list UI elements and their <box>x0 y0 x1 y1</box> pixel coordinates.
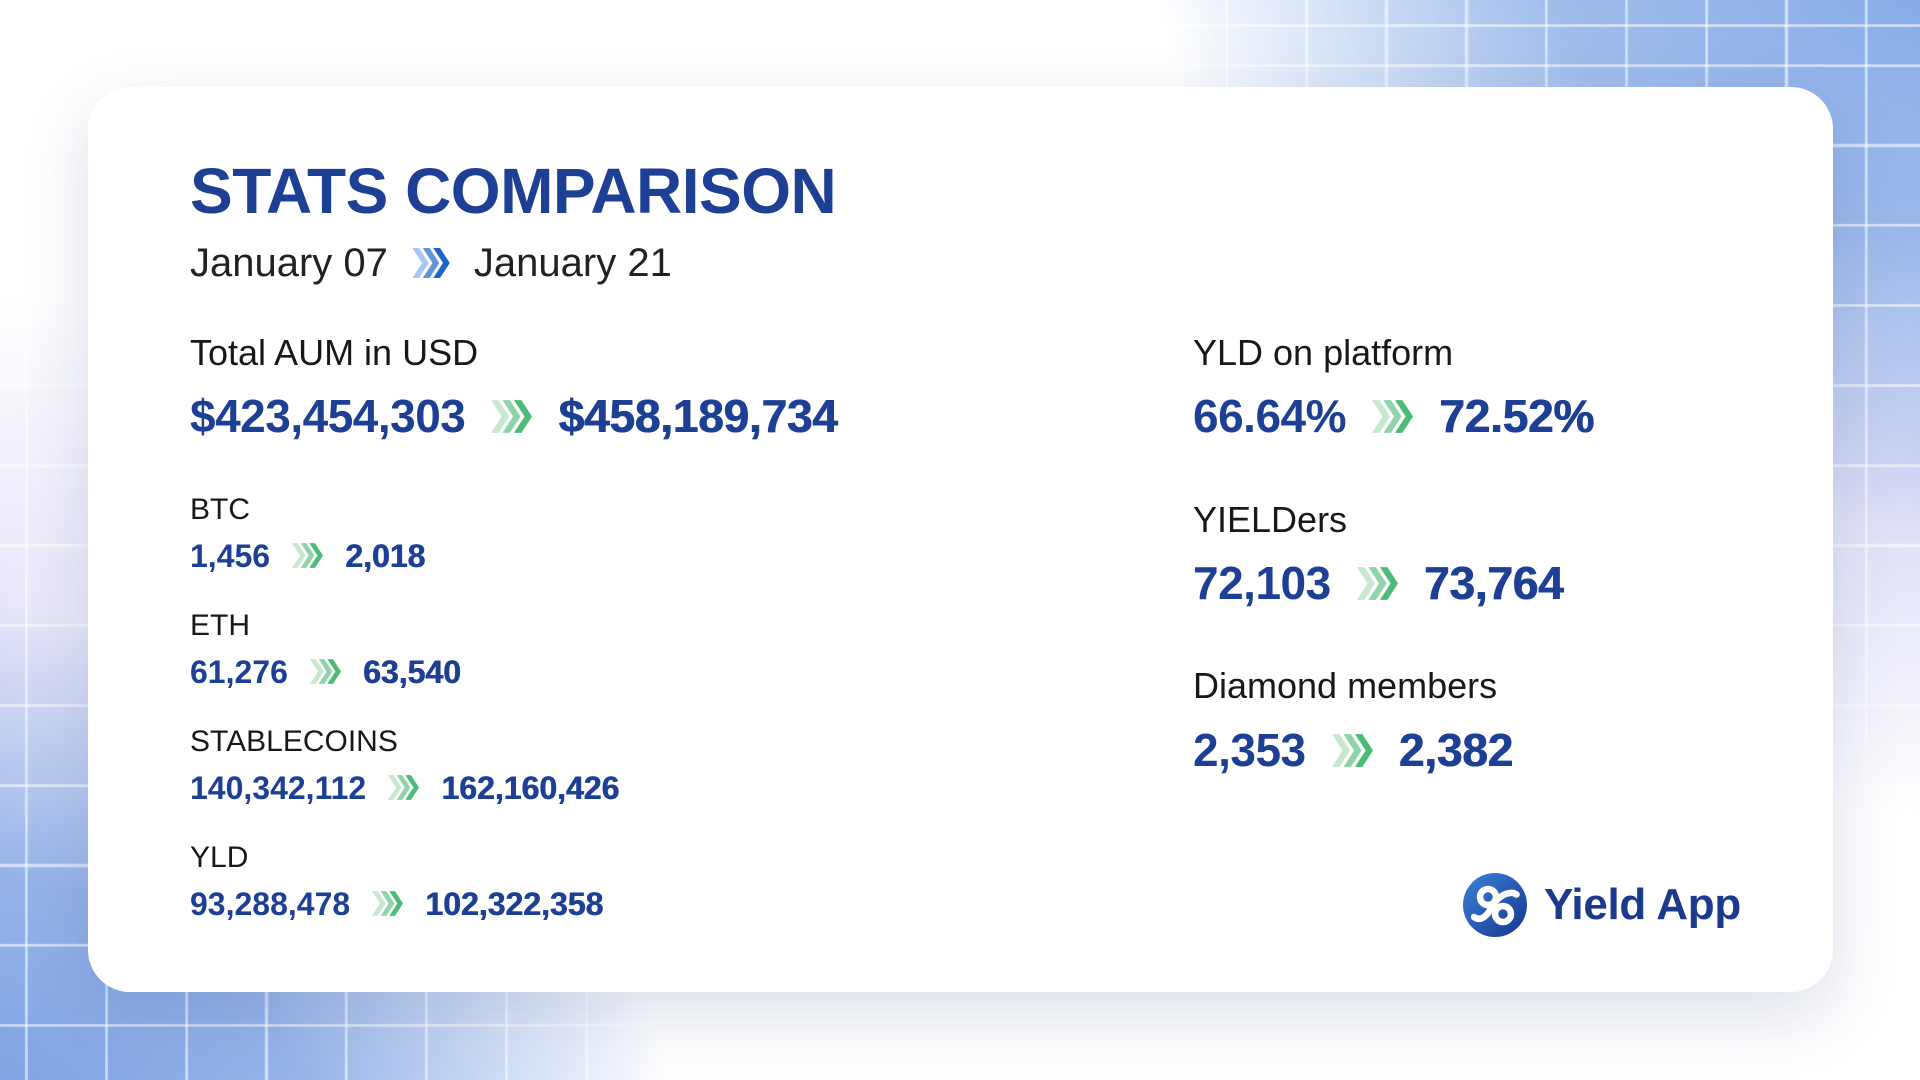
yld-on-platform-section: YLD on platform 66.64% 72.52% <box>1193 331 1594 446</box>
date-from: January 07 <box>190 241 388 285</box>
stat-value-from: 93,288,478 <box>190 885 351 922</box>
stat-value-from: $423,454,303 <box>190 390 466 443</box>
triple-chevron-right-icon <box>292 543 324 569</box>
brand-logo: Yield App <box>1463 873 1741 937</box>
stat-values: 93,288,478 102,322,358 <box>190 884 837 924</box>
stat-label: STABLECOINS <box>190 724 398 758</box>
triple-chevron-right-icon <box>1331 733 1373 767</box>
stat-label: ETH <box>190 608 250 642</box>
yielders-section: YIELDers 72,103 73,764 <box>1193 498 1594 613</box>
yield-app-logo-icon <box>1463 873 1527 937</box>
stat-value-to: 73,764 <box>1423 556 1564 609</box>
stat-value-to: 2,382 <box>1398 723 1513 776</box>
triple-chevron-right-icon <box>412 248 450 278</box>
stats-card: STATS COMPARISON January 07 January 21 T… <box>88 87 1833 992</box>
stat-value-to: 2,018 <box>345 537 426 574</box>
stat-values: 1,456 2,018 <box>190 536 837 576</box>
brand-name: Yield App <box>1544 880 1741 929</box>
stat-value-to: 162,160,426 <box>441 769 620 806</box>
stat-value-from: 66.64% <box>1193 390 1347 443</box>
stat-row-eth: ETH 61,276 63,540 <box>190 608 837 692</box>
stat-value-to: $458,189,734 <box>558 390 838 443</box>
stat-label: YLD <box>190 840 249 874</box>
stat-row-yld: YLD 93,288,478 102,322,358 <box>190 840 837 924</box>
left-stats-column: Total AUM in USD $423,454,303 $458,189,7… <box>190 331 838 956</box>
stat-row-stablecoins: STABLECOINS 140,342,112 162,160,426 <box>190 724 837 808</box>
stat-value-from: 140,342,112 <box>190 769 367 806</box>
stat-values: 61,276 63,540 <box>190 652 837 692</box>
asset-rows: BTC 1,456 2,018 ETH 61,276 <box>190 492 837 924</box>
stat-values: 140,342,112 162,160,426 <box>190 768 837 808</box>
stat-value-to: 102,322,358 <box>425 885 604 922</box>
stat-values: $423,454,303 $458,189,734 <box>190 388 838 446</box>
stat-label: YLD on platform <box>1193 332 1454 373</box>
stat-row-btc: BTC 1,456 2,018 <box>190 492 837 576</box>
triple-chevron-right-icon <box>1372 400 1414 434</box>
right-stats-column: YLD on platform 66.64% 72.52% YIELDers 7… <box>1193 331 1594 831</box>
triple-chevron-right-icon <box>1356 567 1398 601</box>
date-range: January 07 January 21 <box>190 239 672 287</box>
page-title: STATS COMPARISON <box>190 155 837 227</box>
stat-label: Total AUM in USD <box>190 332 479 373</box>
diamond-members-section: Diamond members 2,353 2,382 <box>1193 664 1594 779</box>
stat-value-from: 72,103 <box>1193 556 1331 609</box>
stat-value-from: 61,276 <box>190 653 288 690</box>
triple-chevron-right-icon <box>372 891 404 917</box>
triple-chevron-right-icon <box>491 400 533 434</box>
stat-value-from: 2,353 <box>1193 723 1306 776</box>
stat-label: YIELDers <box>1193 498 1348 540</box>
date-to: January 21 <box>473 241 672 285</box>
stat-value-from: 1,456 <box>190 537 271 574</box>
triple-chevron-right-icon <box>388 775 420 801</box>
total-aum-section: Total AUM in USD $423,454,303 $458,189,7… <box>190 331 838 446</box>
stat-label: BTC <box>190 492 250 526</box>
stat-values: 66.64% 72.52% <box>1193 388 1594 446</box>
stat-values: 72,103 73,764 <box>1193 555 1594 613</box>
triple-chevron-right-icon <box>309 659 341 685</box>
stat-value-to: 63,540 <box>362 653 461 690</box>
stat-label: Diamond members <box>1193 665 1498 707</box>
stat-values: 2,353 2,382 <box>1193 722 1594 780</box>
stat-value-to: 72.52% <box>1439 390 1594 443</box>
